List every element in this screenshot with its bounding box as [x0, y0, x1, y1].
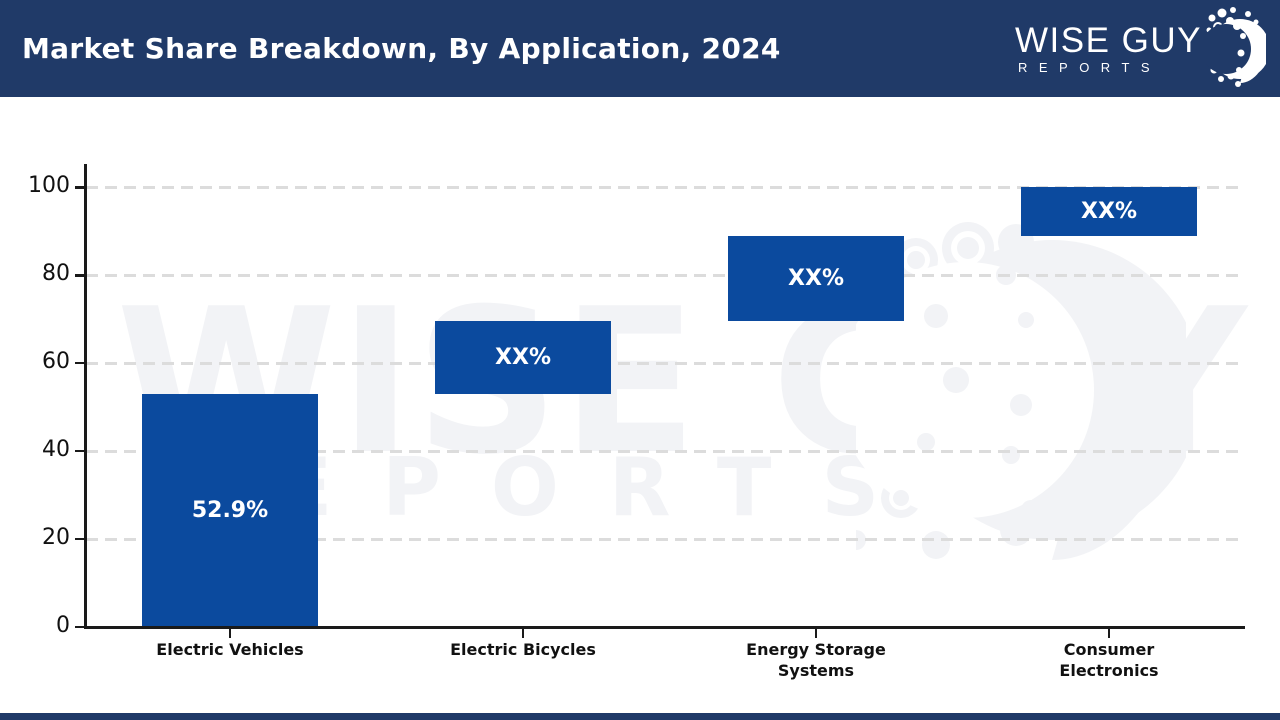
wiseguy-face-watermark-icon: [856, 222, 1186, 560]
x-axis-category-label: Electric Vehicles: [156, 640, 304, 659]
bar-value-label: XX%: [495, 345, 551, 371]
y-axis-tick-label: 100: [28, 173, 70, 199]
logo-brand-name: WISE GUY: [1014, 21, 1202, 60]
y-axis-tick-label: 20: [42, 525, 70, 551]
footer-bar: [0, 713, 1280, 720]
header-bar: Market Share Breakdown, By Application, …: [0, 0, 1280, 97]
x-axis-category-label: Energy Storage Systems: [746, 640, 886, 680]
bar-value-label: XX%: [788, 265, 844, 291]
y-axis-tick: [75, 449, 84, 453]
y-axis-tick: [75, 186, 84, 189]
waterfall-bar: XX%: [1021, 187, 1197, 236]
waterfall-bar: XX%: [728, 235, 904, 321]
gridline: [86, 273, 1244, 277]
bar-value-label: XX%: [1081, 199, 1137, 225]
x-axis-tick: [814, 629, 818, 638]
gridline: [86, 537, 1244, 541]
y-axis-tick: [75, 361, 84, 365]
waterfall-bar: XX%: [435, 320, 611, 395]
logo-brand-sub: REPORTS: [1017, 60, 1162, 75]
wiseguy-logo: WISE GUY REPORTS: [1015, 6, 1266, 92]
x-axis-category-label: Electric Bicycles: [450, 640, 596, 659]
y-axis-tick: [75, 625, 84, 629]
y-axis-tick: [75, 274, 84, 277]
gridline: [86, 185, 1244, 189]
y-axis-tick-label: 60: [42, 349, 70, 375]
wiseguy-logo-text: WISE GUY REPORTS: [1015, 23, 1202, 74]
wiseguy-face-icon: [1204, 6, 1266, 87]
x-axis-tick: [228, 629, 232, 638]
y-axis-tick-label: 0: [56, 613, 70, 638]
gridline: [86, 449, 1244, 453]
x-axis-tick: [521, 629, 525, 638]
x-axis-line: [84, 626, 1245, 629]
y-axis-line: [84, 164, 87, 629]
y-axis-tick-label: 40: [42, 437, 70, 463]
x-axis-tick: [1107, 629, 1111, 638]
waterfall-bar: 52.9%: [142, 394, 318, 627]
y-axis-tick-label: 80: [42, 261, 70, 287]
y-axis-tick: [75, 537, 84, 541]
bar-value-label: 52.9%: [191, 498, 269, 524]
chart-title: Market Share Breakdown, By Application, …: [22, 32, 781, 65]
x-axis-category-label: Consumer Electronics: [1059, 640, 1159, 680]
gridline: [86, 361, 1244, 365]
